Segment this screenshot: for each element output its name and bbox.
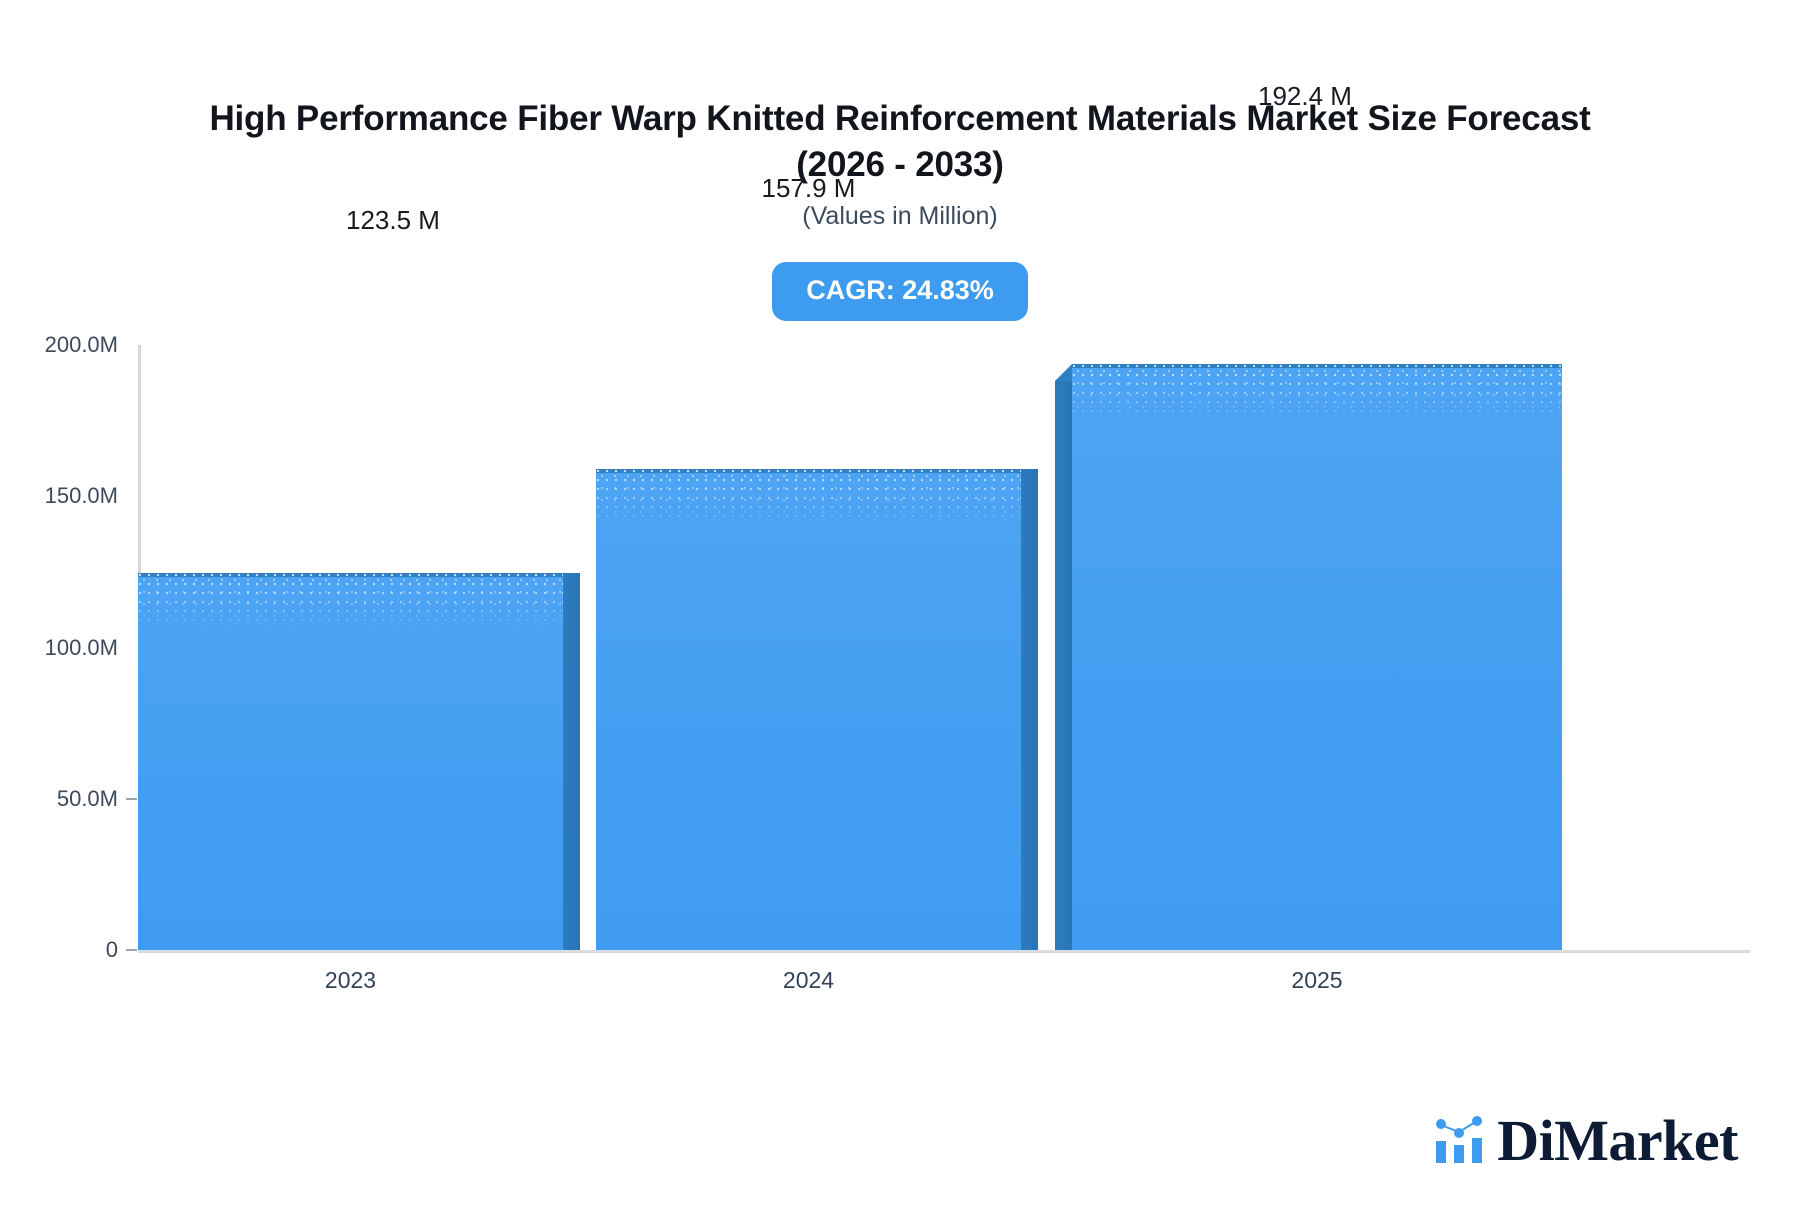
y-tick-dash xyxy=(126,949,137,951)
bar-side-face xyxy=(1021,469,1038,950)
bar-group: 157.9 M 2024 xyxy=(596,0,1106,1212)
bar-value-label: 123.5 M xyxy=(346,205,440,235)
y-tick-dash xyxy=(126,798,137,800)
bar-side-face xyxy=(1055,381,1072,950)
bar-side-face xyxy=(563,573,580,950)
bar-group: 123.5 M 2023 xyxy=(138,0,648,1212)
bar-group: 192.4 M 2025 xyxy=(1055,0,1565,1212)
cagr-badge: CAGR: 24.83% xyxy=(772,262,1028,321)
x-tick-label: 2025 xyxy=(1291,967,1343,993)
y-tick-label: 200.0M xyxy=(44,332,118,357)
title-block: High Performance Fiber Warp Knitted Rein… xyxy=(0,96,1800,231)
x-axis-line xyxy=(138,950,1750,953)
bar-left-bevel xyxy=(1055,364,1072,381)
bar[interactable] xyxy=(596,469,1038,950)
bar[interactable] xyxy=(1055,364,1562,950)
bar-texture xyxy=(596,469,1021,527)
bar-chart-icon xyxy=(1433,1114,1485,1169)
y-tick-label: 0 xyxy=(105,937,118,962)
bar-front-face xyxy=(138,573,563,950)
chart-subtitle: (Values in Million) xyxy=(802,202,998,231)
bar[interactable] xyxy=(138,573,580,950)
y-tick-label: 100.0M xyxy=(44,635,118,660)
bar-texture xyxy=(138,573,563,631)
brand-logo: DiMarket xyxy=(1433,1112,1738,1170)
bar-front-face xyxy=(596,469,1021,950)
y-tick-label: 150.0M xyxy=(44,483,118,508)
bar-texture xyxy=(1072,364,1562,422)
page-title: High Performance Fiber Warp Knitted Rein… xyxy=(209,99,1591,185)
y-tick-label: 50.0M xyxy=(56,786,118,811)
bar-value-label: 192.4 M xyxy=(1258,81,1352,111)
bar-front-face xyxy=(1072,364,1562,950)
x-tick-label: 2023 xyxy=(324,967,377,993)
x-tick-label: 2024 xyxy=(782,967,835,993)
bar-top-cap xyxy=(596,469,1021,473)
bar-top-cap xyxy=(138,573,563,577)
bars-container: 123.5 M 2023 157.9 M xyxy=(138,0,1750,1212)
cagr-badge-wrap: CAGR: 24.83% xyxy=(0,262,1800,321)
bar-top-cap xyxy=(1072,364,1562,368)
brand-name: DiMarket xyxy=(1497,1108,1738,1173)
bar-value-label: 157.9 M xyxy=(761,173,856,203)
